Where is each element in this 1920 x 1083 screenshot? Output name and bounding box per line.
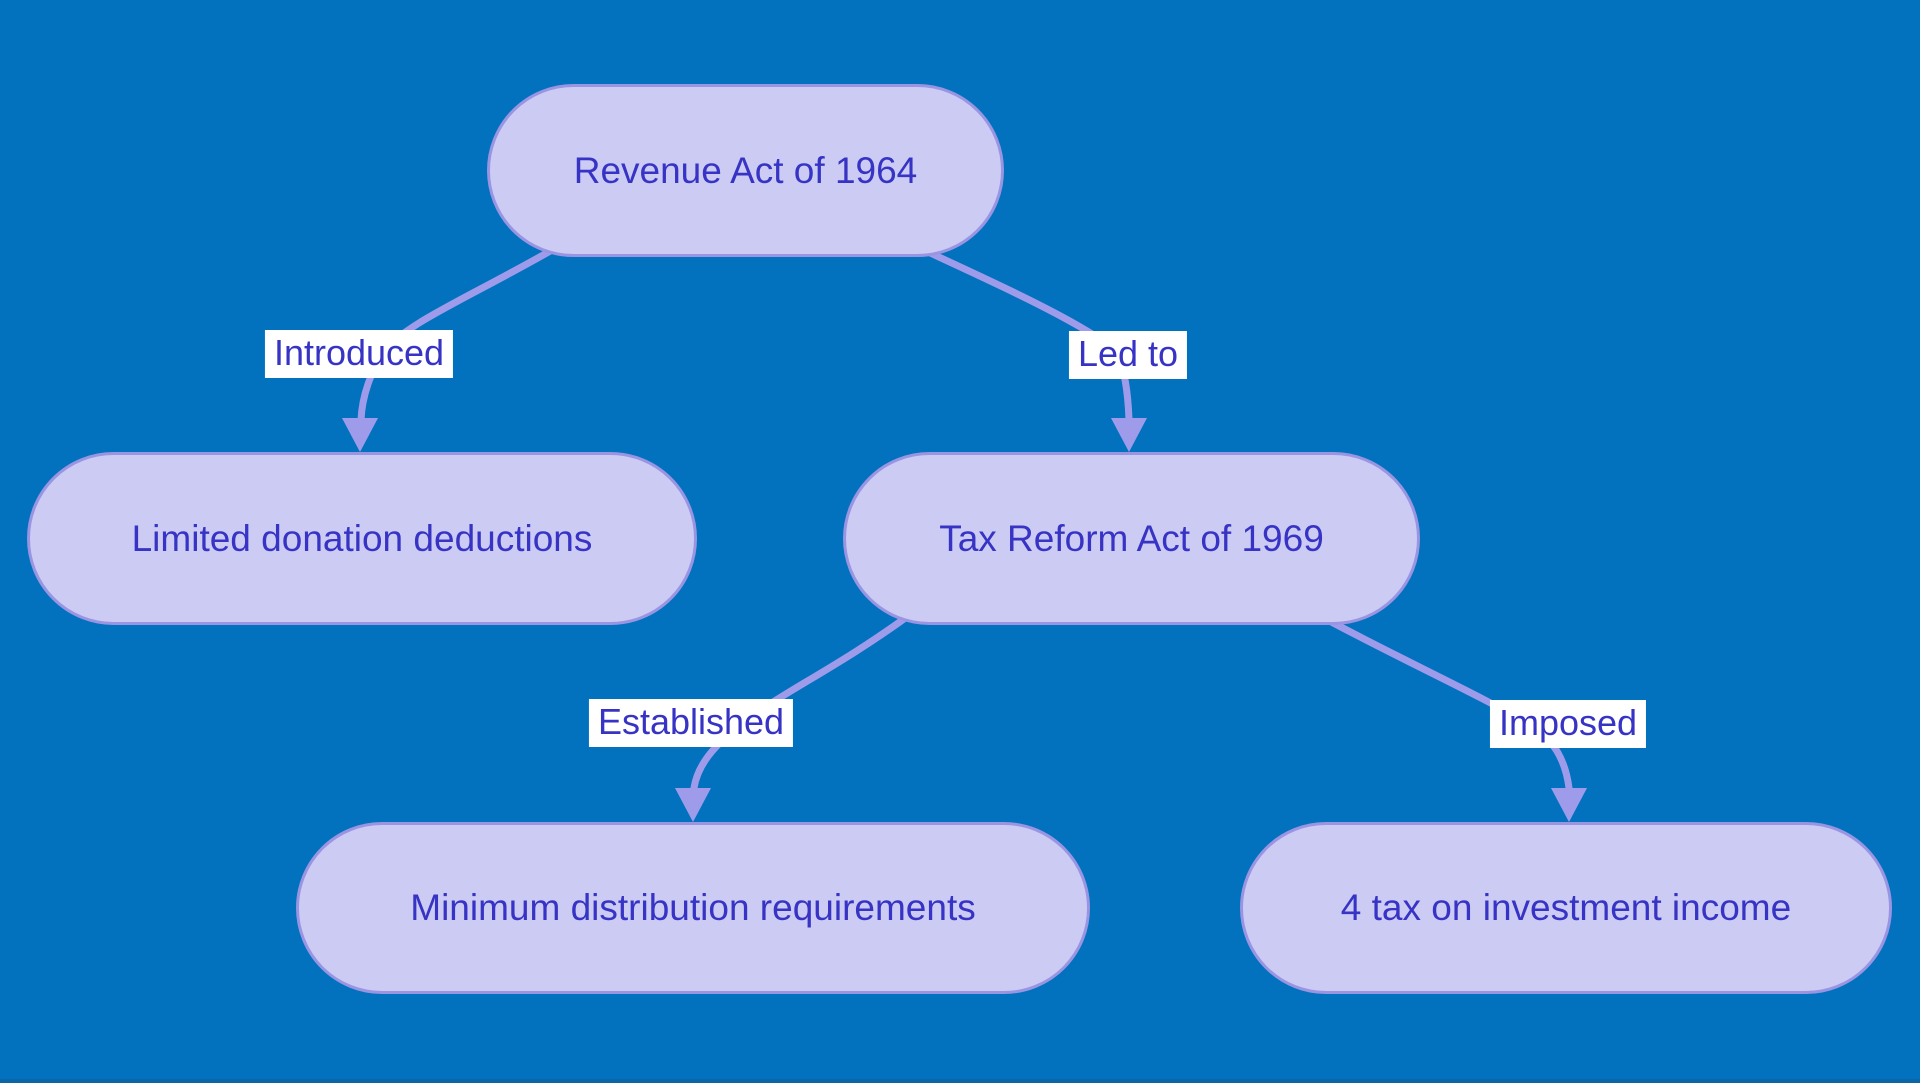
node-tax-reform-act-1969: Tax Reform Act of 1969 bbox=[843, 452, 1420, 625]
node-label: Limited donation deductions bbox=[131, 517, 593, 559]
node-revenue-act-1964: Revenue Act of 1964 bbox=[487, 84, 1004, 257]
edge-label-led-to: Led to bbox=[1068, 331, 1188, 379]
arrowhead-established bbox=[675, 788, 711, 822]
node-limited-donation-deductions: Limited donation deductions bbox=[27, 452, 697, 625]
edge-label-established: Established bbox=[588, 699, 794, 747]
node-minimum-distribution-requirements: Minimum distribution requirements bbox=[296, 822, 1090, 994]
edge-label-imposed: Imposed bbox=[1489, 700, 1647, 748]
edge-label-text: Established bbox=[597, 701, 785, 742]
node-label: Minimum distribution requirements bbox=[410, 887, 976, 928]
arrowhead-imposed bbox=[1551, 788, 1587, 822]
edge-label-introduced: Introduced bbox=[264, 330, 454, 378]
edge-label-text: Led to bbox=[1077, 333, 1179, 374]
edge-label-text: Introduced bbox=[273, 332, 445, 373]
arrowhead-introduced bbox=[342, 418, 378, 452]
bottom-edge-strip bbox=[0, 1079, 1920, 1083]
edge-label-text: Imposed bbox=[1498, 702, 1638, 743]
node-label: 4 tax on investment income bbox=[1340, 887, 1792, 928]
arrowhead-led-to bbox=[1111, 418, 1147, 452]
node-label: Revenue Act of 1964 bbox=[573, 149, 918, 191]
node-4-tax-on-investment-income: 4 tax on investment income bbox=[1240, 822, 1892, 994]
node-label: Tax Reform Act of 1969 bbox=[939, 517, 1324, 559]
